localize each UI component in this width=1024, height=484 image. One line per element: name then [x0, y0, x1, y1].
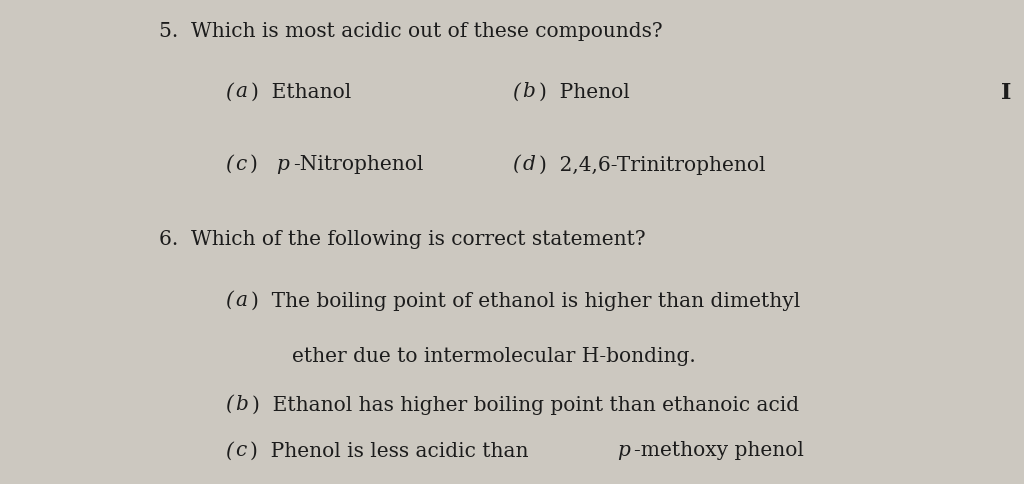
Text: I: I	[1001, 82, 1012, 104]
Text: -methoxy phenol: -methoxy phenol	[634, 440, 804, 459]
Text: c: c	[236, 440, 247, 459]
Text: b: b	[236, 394, 248, 413]
Text: ): )	[250, 155, 270, 174]
Text: (: (	[225, 394, 233, 413]
Text: 6.  Which of the following is correct statement?: 6. Which of the following is correct sta…	[159, 230, 645, 249]
Text: (: (	[225, 82, 233, 101]
Text: ether due to intermolecular H-bonding.: ether due to intermolecular H-bonding.	[292, 346, 695, 365]
Text: c: c	[236, 155, 247, 174]
Text: a: a	[236, 290, 248, 309]
Text: a: a	[236, 82, 248, 101]
Text: 5.  Which is most acidic out of these compounds?: 5. Which is most acidic out of these com…	[159, 22, 663, 41]
Text: (: (	[225, 290, 233, 309]
Text: )  2,4,6-Trinitrophenol: ) 2,4,6-Trinitrophenol	[539, 155, 765, 175]
Text: p: p	[617, 440, 631, 459]
Text: d: d	[522, 155, 535, 174]
Text: b: b	[522, 82, 535, 101]
Text: (: (	[512, 82, 520, 101]
Text: (: (	[512, 155, 520, 174]
Text: p: p	[276, 155, 290, 174]
Text: )  Ethanol: ) Ethanol	[251, 82, 351, 101]
Text: (: (	[225, 155, 233, 174]
Text: -Nitrophenol: -Nitrophenol	[293, 155, 424, 174]
Text: )  Ethanol has higher boiling point than ethanoic acid: ) Ethanol has higher boiling point than …	[252, 394, 799, 414]
Text: )  Phenol is less acidic than: ) Phenol is less acidic than	[250, 440, 535, 459]
Text: )  Phenol: ) Phenol	[539, 82, 630, 101]
Text: )  The boiling point of ethanol is higher than dimethyl: ) The boiling point of ethanol is higher…	[251, 290, 800, 310]
Text: (: (	[225, 440, 233, 459]
